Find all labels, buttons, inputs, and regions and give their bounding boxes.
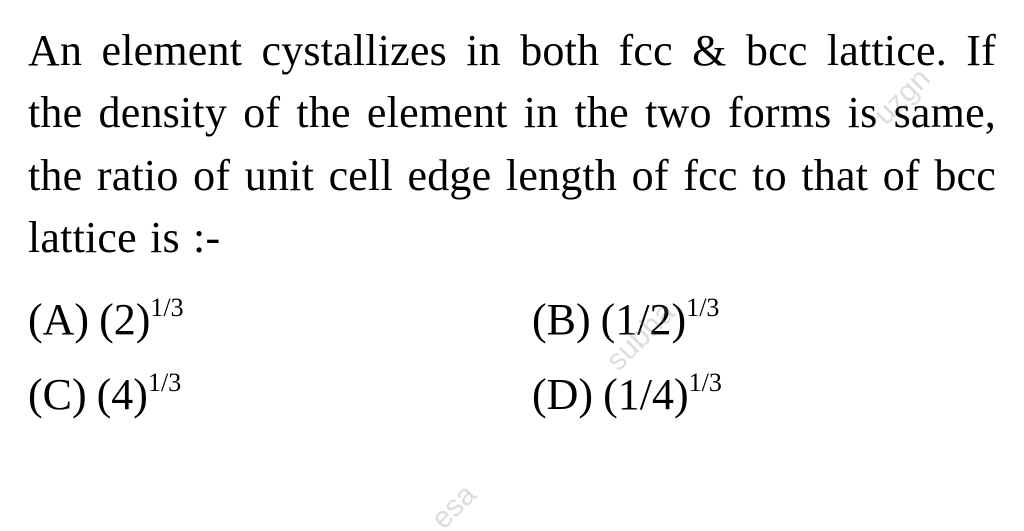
option-c-base: (4)	[97, 370, 148, 419]
option-d-value: (1/4)1/3	[603, 369, 722, 420]
watermark-1: esa	[425, 478, 483, 531]
option-c-exp: 1/3	[148, 368, 181, 397]
option-b-label: (B)	[532, 294, 591, 345]
option-c-value: (4)1/3	[97, 369, 182, 420]
option-b[interactable]: (B) (1/2)1/3	[532, 294, 996, 345]
option-a-base: (2)	[99, 295, 150, 344]
option-d[interactable]: (D) (1/4)1/3	[532, 369, 996, 420]
page: An element cystallizes in both fcc & bcc…	[0, 0, 1024, 531]
option-a-label: (A)	[28, 294, 89, 345]
option-a-value: (2)1/3	[99, 294, 184, 345]
option-b-value: (1/2)1/3	[601, 294, 720, 345]
option-a-exp: 1/3	[150, 293, 183, 322]
question-text: An element cystallizes in both fcc & bcc…	[28, 20, 996, 270]
option-c[interactable]: (C) (4)1/3	[28, 369, 492, 420]
options-grid: (A) (2)1/3 (B) (1/2)1/3 (C) (4)1/3 (D) (…	[28, 294, 996, 420]
option-b-exp: 1/3	[686, 293, 719, 322]
option-c-label: (C)	[28, 369, 87, 420]
option-b-base: (1/2)	[601, 295, 687, 344]
option-d-exp: 1/3	[689, 368, 722, 397]
option-d-label: (D)	[532, 369, 593, 420]
option-a[interactable]: (A) (2)1/3	[28, 294, 492, 345]
option-d-base: (1/4)	[603, 370, 689, 419]
